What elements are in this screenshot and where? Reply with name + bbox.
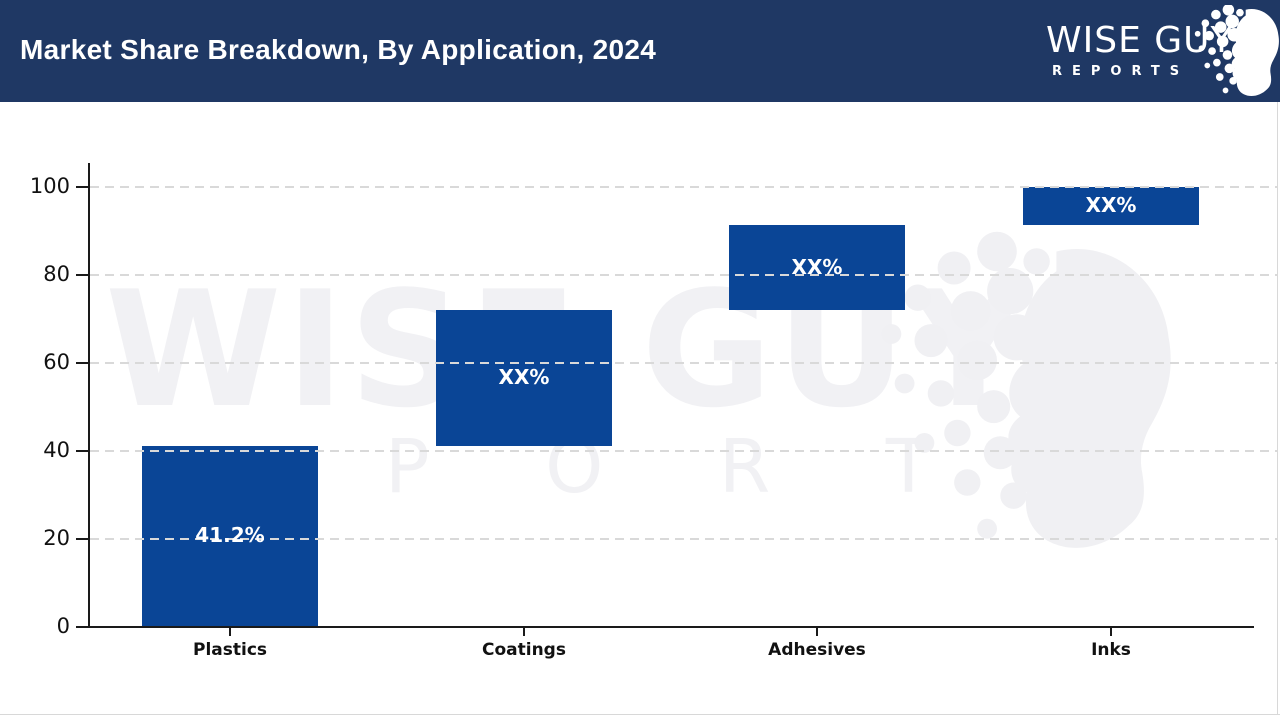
chart-title: Market Share Breakdown, By Application, …	[20, 34, 657, 65]
header-bar: Market Share Breakdown, By Application, …	[0, 0, 1280, 102]
x-axis-spine	[88, 626, 1254, 628]
gridline-y-80	[90, 273, 1277, 276]
wise-guy-logo: WISE GUY REPORTS	[1040, 5, 1280, 100]
x-category-label: Plastics	[192, 640, 268, 660]
bar-plastics	[142, 445, 318, 627]
y-tick-label: 0	[56, 614, 70, 638]
y-tick-mark	[76, 185, 89, 188]
bar-value-label: XX%	[791, 254, 843, 279]
x-category-label: Coatings	[482, 640, 566, 660]
x-tick-mark	[229, 628, 231, 636]
bar-adhesives	[729, 225, 905, 310]
x-tick-mark	[1110, 628, 1112, 636]
y-tick-label: 60	[43, 349, 70, 374]
x-category-label: Inks	[1091, 640, 1131, 660]
bar-inks	[1023, 186, 1199, 226]
y-tick-label: 20	[43, 525, 70, 550]
dotted-head-profile-icon	[1194, 5, 1279, 97]
y-tick-label: 40	[43, 437, 70, 462]
plot-frame-right	[1277, 102, 1278, 715]
logo-subtitle: REPORTS	[1052, 64, 1190, 79]
bar-value-label: XX%	[498, 364, 550, 389]
gridline-y-60	[90, 361, 1277, 364]
bar-value-label: XX%	[1085, 192, 1137, 217]
y-tick-label: 100	[29, 173, 70, 198]
y-tick-mark	[76, 361, 89, 364]
plot-frame-bottom	[0, 714, 1280, 715]
bar-value-label: 41.2%	[195, 523, 265, 548]
bar-coatings	[436, 309, 612, 446]
gridline-y-40	[90, 449, 1277, 452]
y-axis-spine	[88, 163, 90, 628]
x-tick-mark	[816, 628, 818, 636]
y-tick-label: 80	[43, 261, 70, 286]
y-tick-mark	[76, 626, 89, 628]
logo-wordmark: WISE GUY	[1046, 20, 1234, 61]
x-category-label: Adhesives	[768, 640, 866, 660]
gridline-y-100	[90, 185, 1277, 188]
dotted-head-profile-watermark	[881, 231, 1171, 548]
y-tick-mark	[76, 273, 89, 276]
gridline-y-20	[90, 537, 1277, 540]
x-tick-mark	[523, 628, 525, 636]
y-tick-mark	[76, 537, 89, 540]
y-tick-mark	[76, 449, 89, 452]
